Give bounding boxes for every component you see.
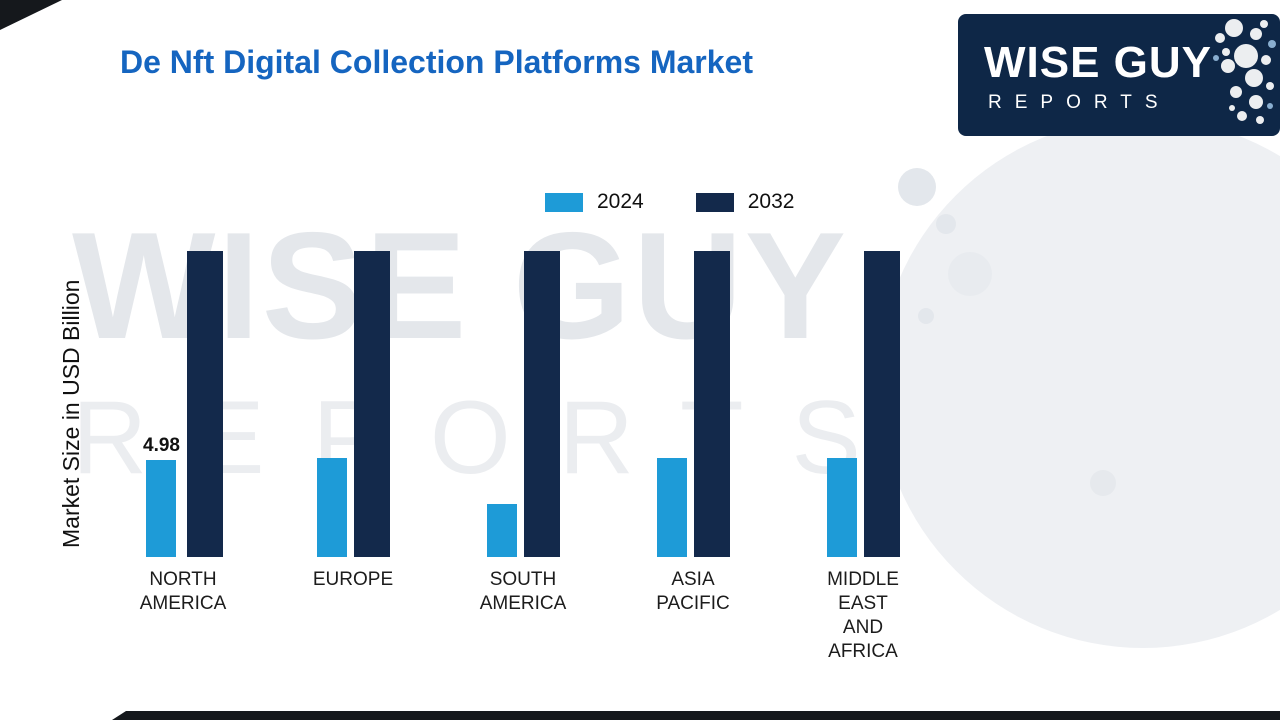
watermark-dot (918, 308, 934, 324)
category-label: NORTH AMERICA (139, 569, 227, 614)
bar-chart: 4.98 NORTH AMERICA EUROPE SOUTH AMERICA ASIA… (118, 251, 928, 664)
corner-decoration-top-left (0, 0, 62, 30)
bar-2024-3 (486, 504, 517, 557)
legend-swatch (695, 192, 734, 212)
bar-2032-5 (863, 251, 900, 557)
bar-2032-3 (523, 251, 560, 557)
bar-2024-1 (146, 460, 177, 557)
y-axis-label: Market Size in USD Billion (58, 279, 84, 548)
legend-label: 2024 (597, 190, 644, 213)
watermark-dot (936, 214, 956, 234)
category-label: EUROPE (312, 569, 394, 590)
bar-group: 4.98 NORTH AMERICA (118, 251, 248, 664)
bar-2024-2 (316, 458, 347, 557)
legend: 2024 2032 (545, 190, 794, 214)
watermark-dot (948, 252, 992, 296)
category-label: SOUTH AMERICA (479, 569, 567, 614)
bottom-bar-decoration (112, 711, 1280, 720)
watermark-circle (878, 118, 1280, 648)
bar-2024-4 (656, 458, 687, 557)
legend-item-2032: 2032 (695, 190, 795, 214)
logo-face-dots-icon (1213, 19, 1276, 124)
bar-data-label: 4.98 (143, 435, 180, 456)
bar-group: EUROPE (288, 251, 418, 664)
category-label: MIDDLE EAST AND AFRICA (827, 569, 899, 662)
bar-group: MIDDLE EAST AND AFRICA (798, 251, 928, 664)
bar-2032-1 (186, 251, 223, 557)
logo-name-text: WISE GUY (984, 38, 1213, 87)
legend-swatch (545, 192, 583, 212)
wise-guy-reports-logo: WISE GUY REPORTS (958, 14, 1280, 136)
bar-group: SOUTH AMERICA (458, 251, 588, 664)
legend-item-2024: 2024 (545, 190, 644, 214)
logo-reports-text: REPORTS (988, 92, 1171, 113)
watermark-dot (898, 168, 936, 206)
chart-title: De Nft Digital Collection Platforms Mark… (120, 44, 753, 80)
legend-label: 2032 (747, 190, 795, 213)
bar-group: ASIA PACIFIC (628, 251, 758, 664)
bar-2032-4 (693, 251, 730, 557)
watermark-dot (1090, 470, 1116, 496)
category-label: ASIA PACIFIC (656, 569, 730, 614)
bar-2032-2 (353, 251, 390, 557)
bar-2024-5 (826, 458, 857, 557)
